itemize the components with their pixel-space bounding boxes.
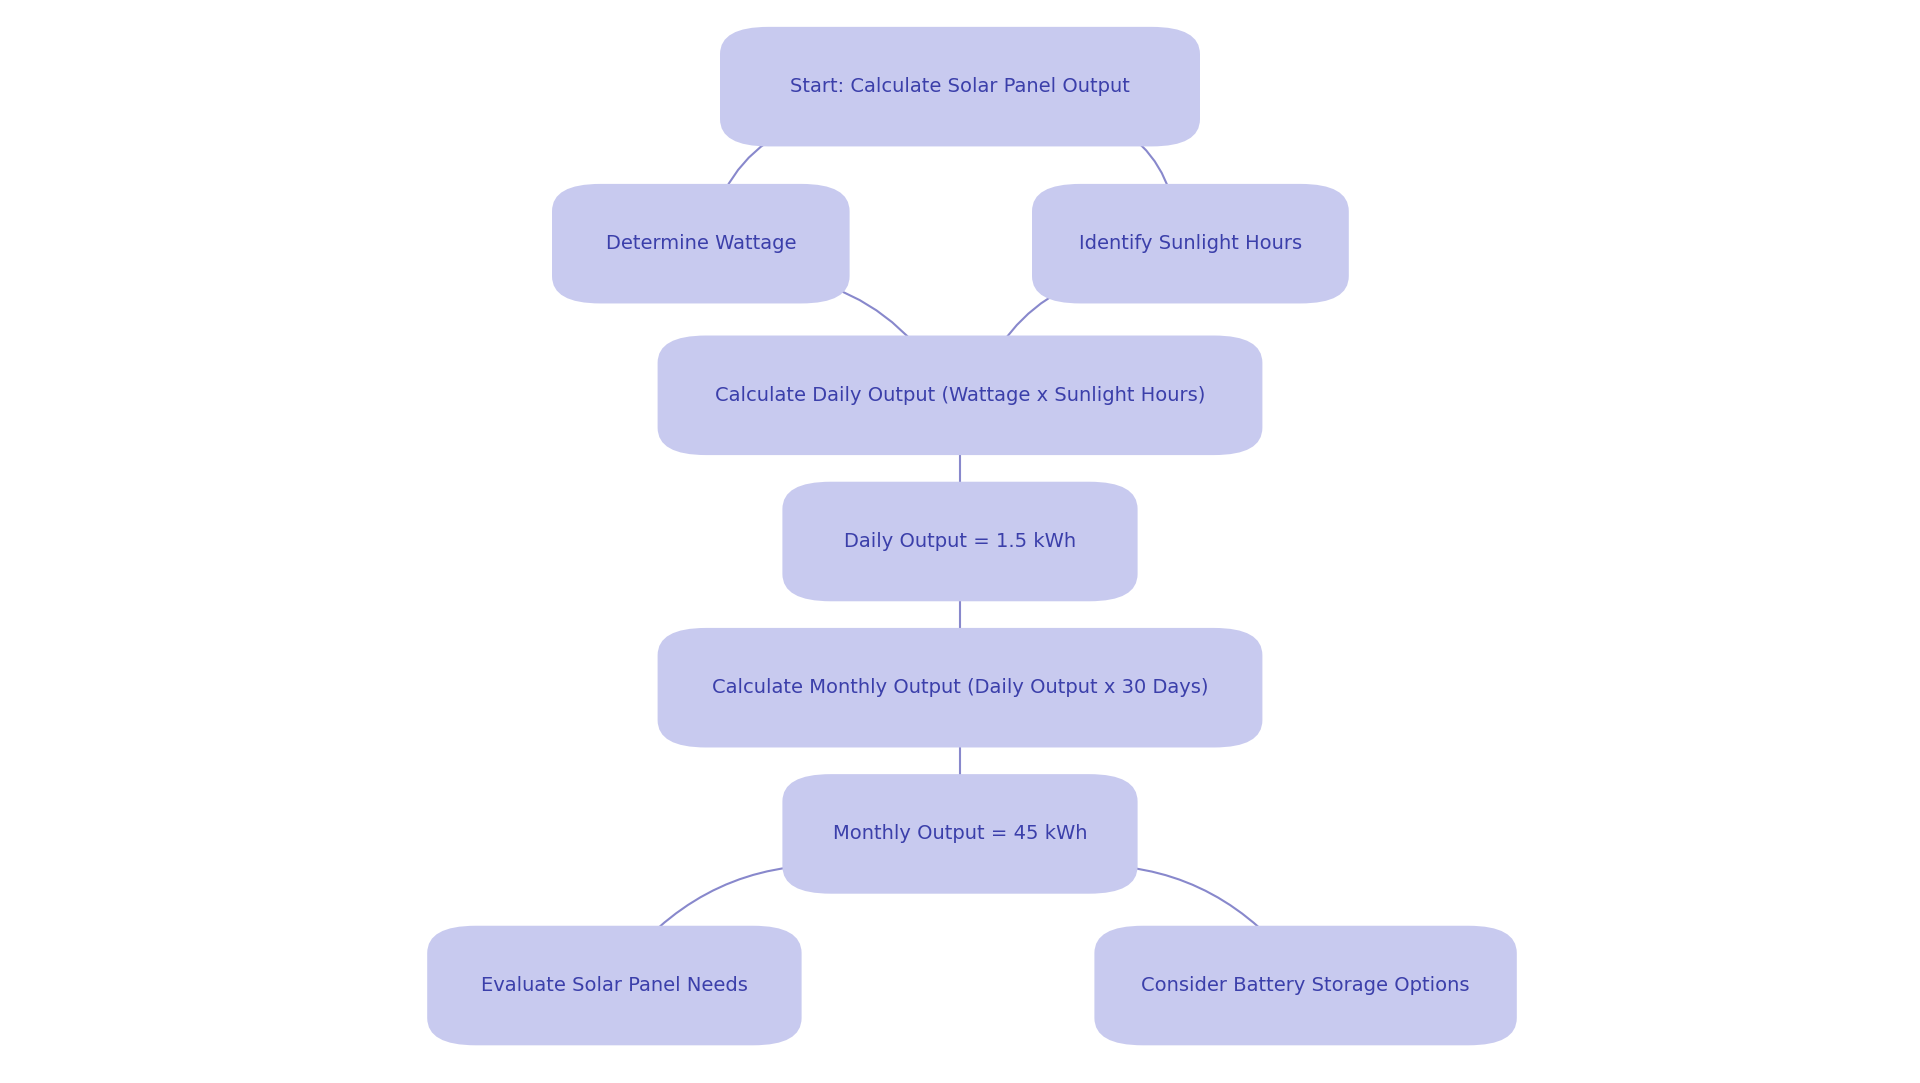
- Text: Monthly Output = 45 kWh: Monthly Output = 45 kWh: [833, 824, 1087, 844]
- FancyBboxPatch shape: [553, 184, 849, 303]
- FancyBboxPatch shape: [657, 628, 1263, 747]
- FancyBboxPatch shape: [426, 926, 801, 1045]
- Text: Daily Output = 1.5 kWh: Daily Output = 1.5 kWh: [845, 532, 1075, 551]
- FancyBboxPatch shape: [720, 27, 1200, 146]
- Text: Determine Wattage: Determine Wattage: [605, 234, 797, 253]
- Text: Identify Sunlight Hours: Identify Sunlight Hours: [1079, 234, 1302, 253]
- FancyBboxPatch shape: [1094, 926, 1517, 1045]
- Text: Consider Battery Storage Options: Consider Battery Storage Options: [1140, 976, 1471, 995]
- Text: Calculate Daily Output (Wattage x Sunlight Hours): Calculate Daily Output (Wattage x Sunlig…: [714, 386, 1206, 405]
- FancyBboxPatch shape: [783, 482, 1137, 601]
- Text: Start: Calculate Solar Panel Output: Start: Calculate Solar Panel Output: [789, 77, 1131, 96]
- FancyBboxPatch shape: [1033, 184, 1348, 303]
- FancyBboxPatch shape: [657, 336, 1263, 455]
- Text: Evaluate Solar Panel Needs: Evaluate Solar Panel Needs: [482, 976, 747, 995]
- FancyBboxPatch shape: [783, 774, 1137, 893]
- Text: Calculate Monthly Output (Daily Output x 30 Days): Calculate Monthly Output (Daily Output x…: [712, 678, 1208, 697]
